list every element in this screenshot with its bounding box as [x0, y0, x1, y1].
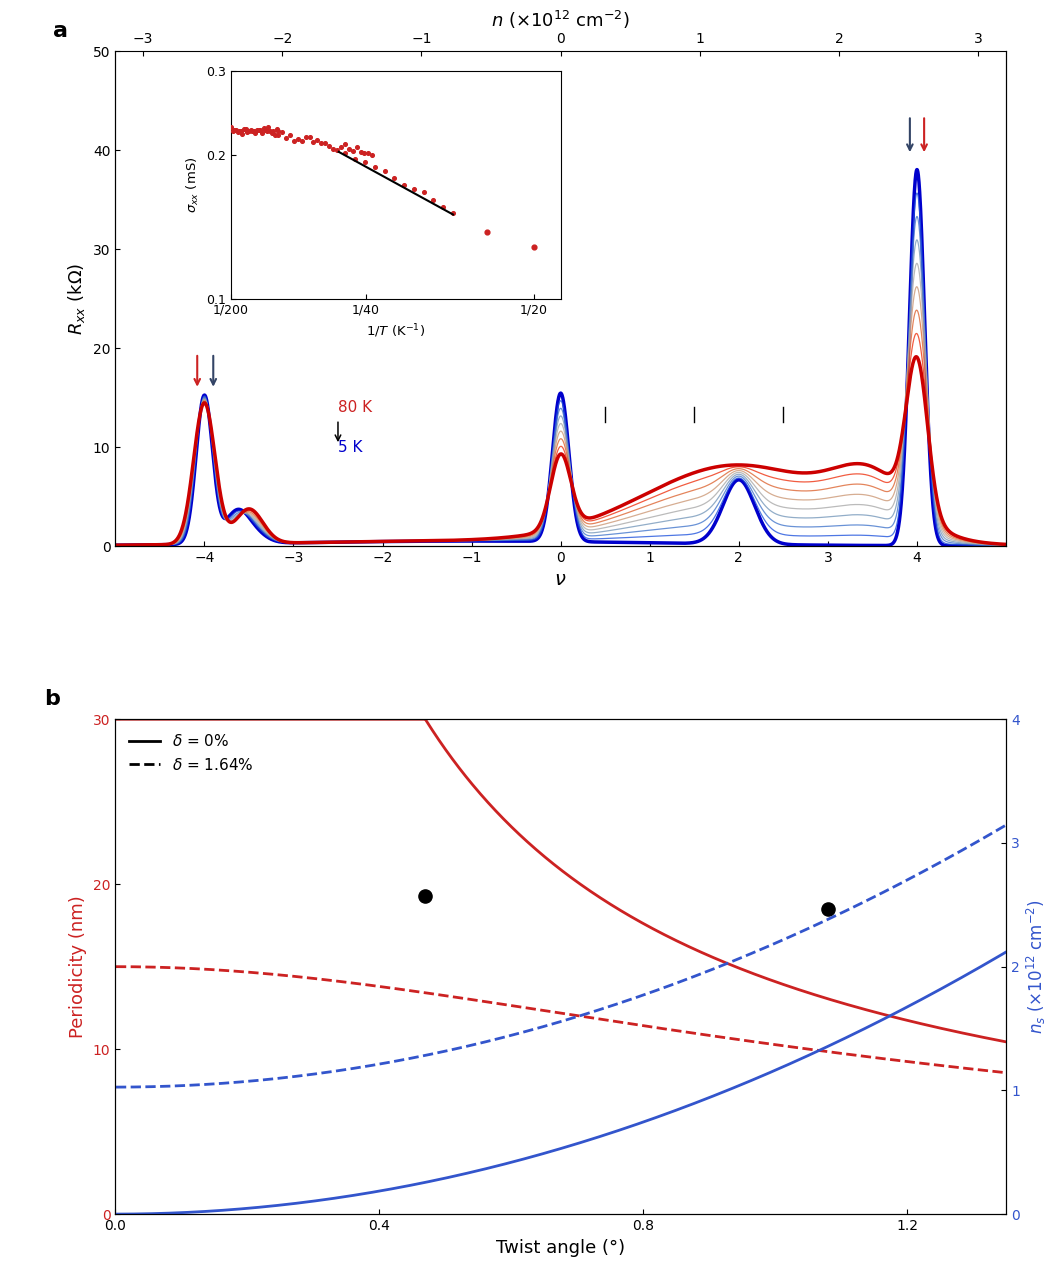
- Point: [820, 898, 836, 919]
- Text: a: a: [52, 22, 68, 41]
- Text: b: b: [44, 689, 60, 709]
- X-axis label: $n$ ($\times$10$^{12}$ cm$^{-2}$): $n$ ($\times$10$^{12}$ cm$^{-2}$): [492, 9, 630, 31]
- Point: [417, 886, 434, 906]
- Y-axis label: $R_{xx}$ (k$\Omega$): $R_{xx}$ (k$\Omega$): [66, 262, 87, 335]
- Legend: $\delta$ = 0%, $\delta$ = 1.64%: $\delta$ = 0%, $\delta$ = 1.64%: [123, 727, 260, 778]
- Y-axis label: Periodicity (nm): Periodicity (nm): [69, 896, 87, 1038]
- Text: 80 K: 80 K: [337, 400, 372, 415]
- Text: 5 K: 5 K: [337, 440, 363, 455]
- X-axis label: Twist angle (°): Twist angle (°): [496, 1238, 626, 1256]
- X-axis label: $\nu$: $\nu$: [554, 570, 567, 589]
- Y-axis label: $n_s$ ($\times$10$^{12}$ cm$^{-2}$): $n_s$ ($\times$10$^{12}$ cm$^{-2}$): [1025, 900, 1048, 1034]
